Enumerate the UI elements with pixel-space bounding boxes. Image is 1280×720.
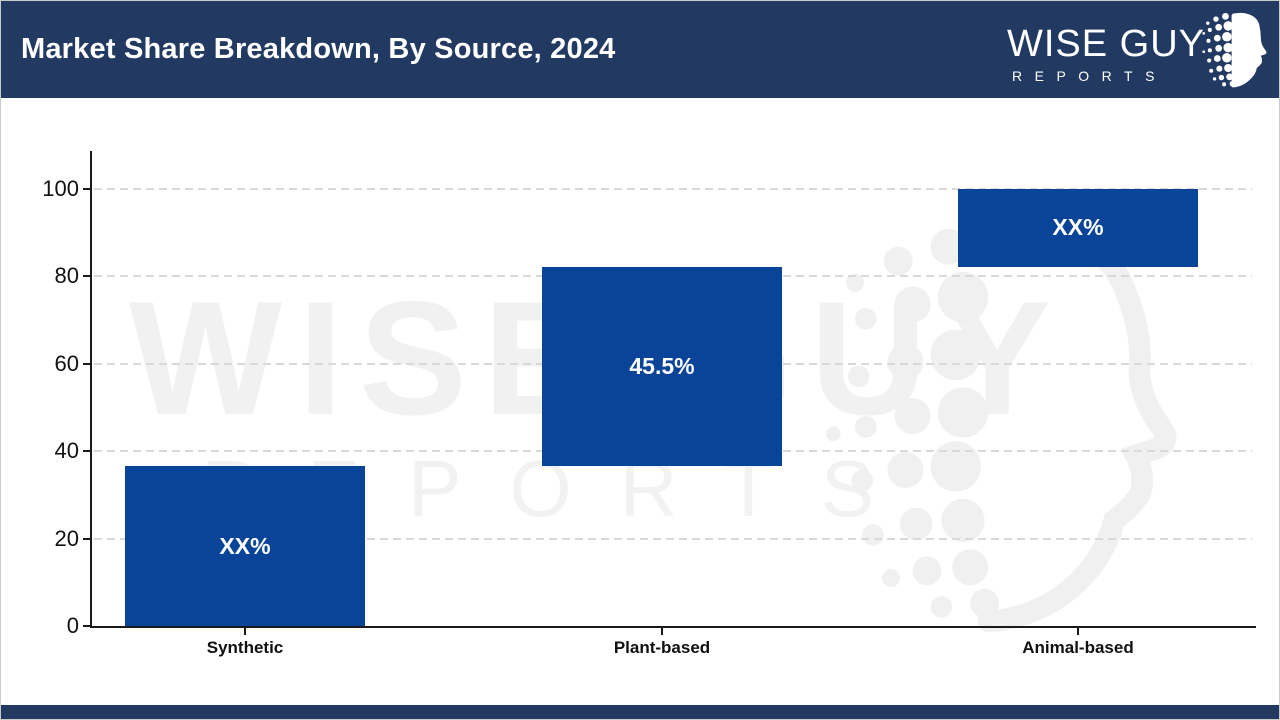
- header-band: Market Share Breakdown, By Source, 2024 …: [1, 1, 1279, 98]
- bar-synthetic: XX%: [125, 466, 365, 626]
- y-tick-label: 80: [54, 263, 79, 288]
- x-tick-mark: [244, 628, 246, 635]
- x-category-label: Plant-based: [613, 638, 711, 657]
- logo-wiseguy-text: WISE GUY: [1007, 23, 1206, 65]
- bar-value-label: 45.5%: [629, 353, 695, 380]
- y-tick-label: 60: [54, 350, 79, 376]
- y-tick-mark: [83, 362, 90, 365]
- bar-plant-based: 45.5%: [542, 267, 782, 467]
- y-tick-label: 20: [54, 525, 79, 551]
- footer-band: [1, 705, 1279, 719]
- bar-animal-based: XX%: [958, 188, 1198, 268]
- x-category-label: Animal-based: [1022, 638, 1134, 657]
- y-tick-mark: [83, 275, 90, 277]
- wise-guy-logo: WISE GUY REPORTS: [1007, 7, 1267, 93]
- y-tick-mark: [83, 537, 90, 540]
- chart-plot-area: XX% 45.5% XX%: [90, 151, 1256, 628]
- y-tick-mark: [83, 187, 90, 190]
- gridline: [94, 537, 1252, 540]
- logo-reports-text: REPORTS: [1012, 68, 1167, 84]
- x-category-label: Synthetic: [206, 638, 284, 657]
- y-tick-label: 100: [42, 175, 79, 201]
- logo-dotted-head-icon: [1202, 12, 1267, 88]
- y-tick-mark: [83, 625, 90, 627]
- chart-title: Market Share Breakdown, By Source, 2024: [21, 33, 616, 65]
- x-tick-mark: [661, 628, 663, 635]
- y-tick-label: 0: [66, 613, 79, 638]
- bar-value-label: XX%: [1052, 214, 1104, 241]
- gridline: [94, 187, 1252, 190]
- y-tick-label: 40: [54, 438, 79, 463]
- y-tick-mark: [83, 450, 90, 452]
- bar-value-label: XX%: [219, 532, 271, 559]
- x-tick-mark: [1077, 628, 1079, 635]
